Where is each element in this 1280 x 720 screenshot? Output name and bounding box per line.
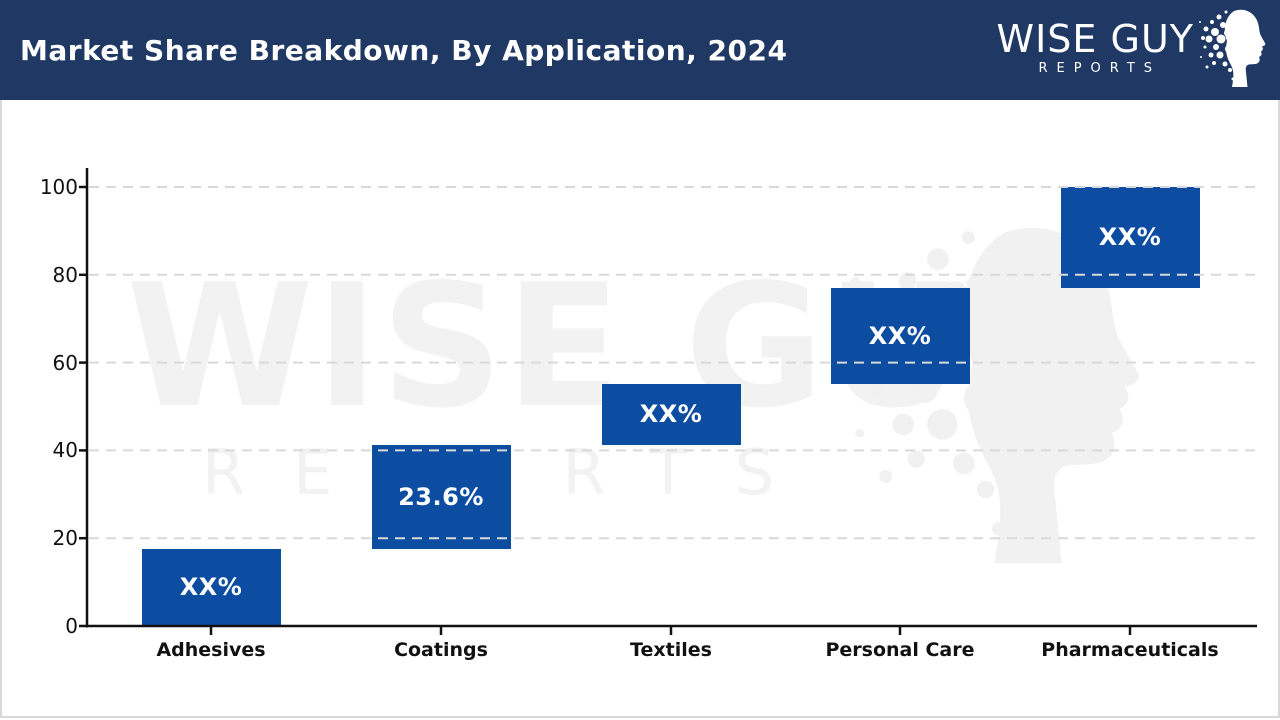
bar-value-label: XX% (1098, 223, 1162, 252)
frame-border-bottom (0, 716, 1280, 718)
y-tick-label: 60 (52, 350, 78, 375)
bar-coatings: 23.6% (371, 445, 511, 549)
frame-border-left (0, 100, 2, 718)
bar-pharmaceuticals: XX% (1060, 187, 1200, 288)
bar-value-label: XX% (868, 321, 932, 350)
bar-value-label: XX% (639, 400, 703, 429)
y-tick-label: 20 (52, 526, 78, 551)
bar-adhesives: XX% (141, 548, 281, 626)
page-title: Market Share Breakdown, By Application, … (20, 33, 788, 67)
header: Market Share Breakdown, By Application, … (0, 0, 1280, 100)
y-tick-label: 0 (65, 614, 78, 638)
brand-text: WISE GUY REPORTS (996, 17, 1194, 76)
brand-name: WISE GUY (996, 17, 1194, 62)
brand-subtitle: REPORTS (1038, 60, 1162, 76)
y-tick-label: 80 (52, 262, 78, 287)
x-category-label: Pharmaceuticals (1041, 639, 1219, 661)
bar-personal-care: XX% (830, 287, 970, 384)
x-category-label: Adhesives (156, 639, 266, 661)
frame-border-right (1278, 100, 1280, 718)
bar-textiles: XX% (601, 383, 741, 446)
y-tick-label: 40 (52, 438, 78, 463)
y-tick-label: 100 (39, 175, 78, 199)
bar-value-label: 23.6% (398, 482, 484, 511)
x-category-label: Personal Care (825, 639, 975, 661)
brand-logo: WISE GUY REPORTS (997, 8, 1266, 88)
x-category-label: Coatings (394, 639, 488, 661)
x-category-label: Textiles (630, 639, 712, 661)
bar-value-label: XX% (179, 573, 243, 602)
